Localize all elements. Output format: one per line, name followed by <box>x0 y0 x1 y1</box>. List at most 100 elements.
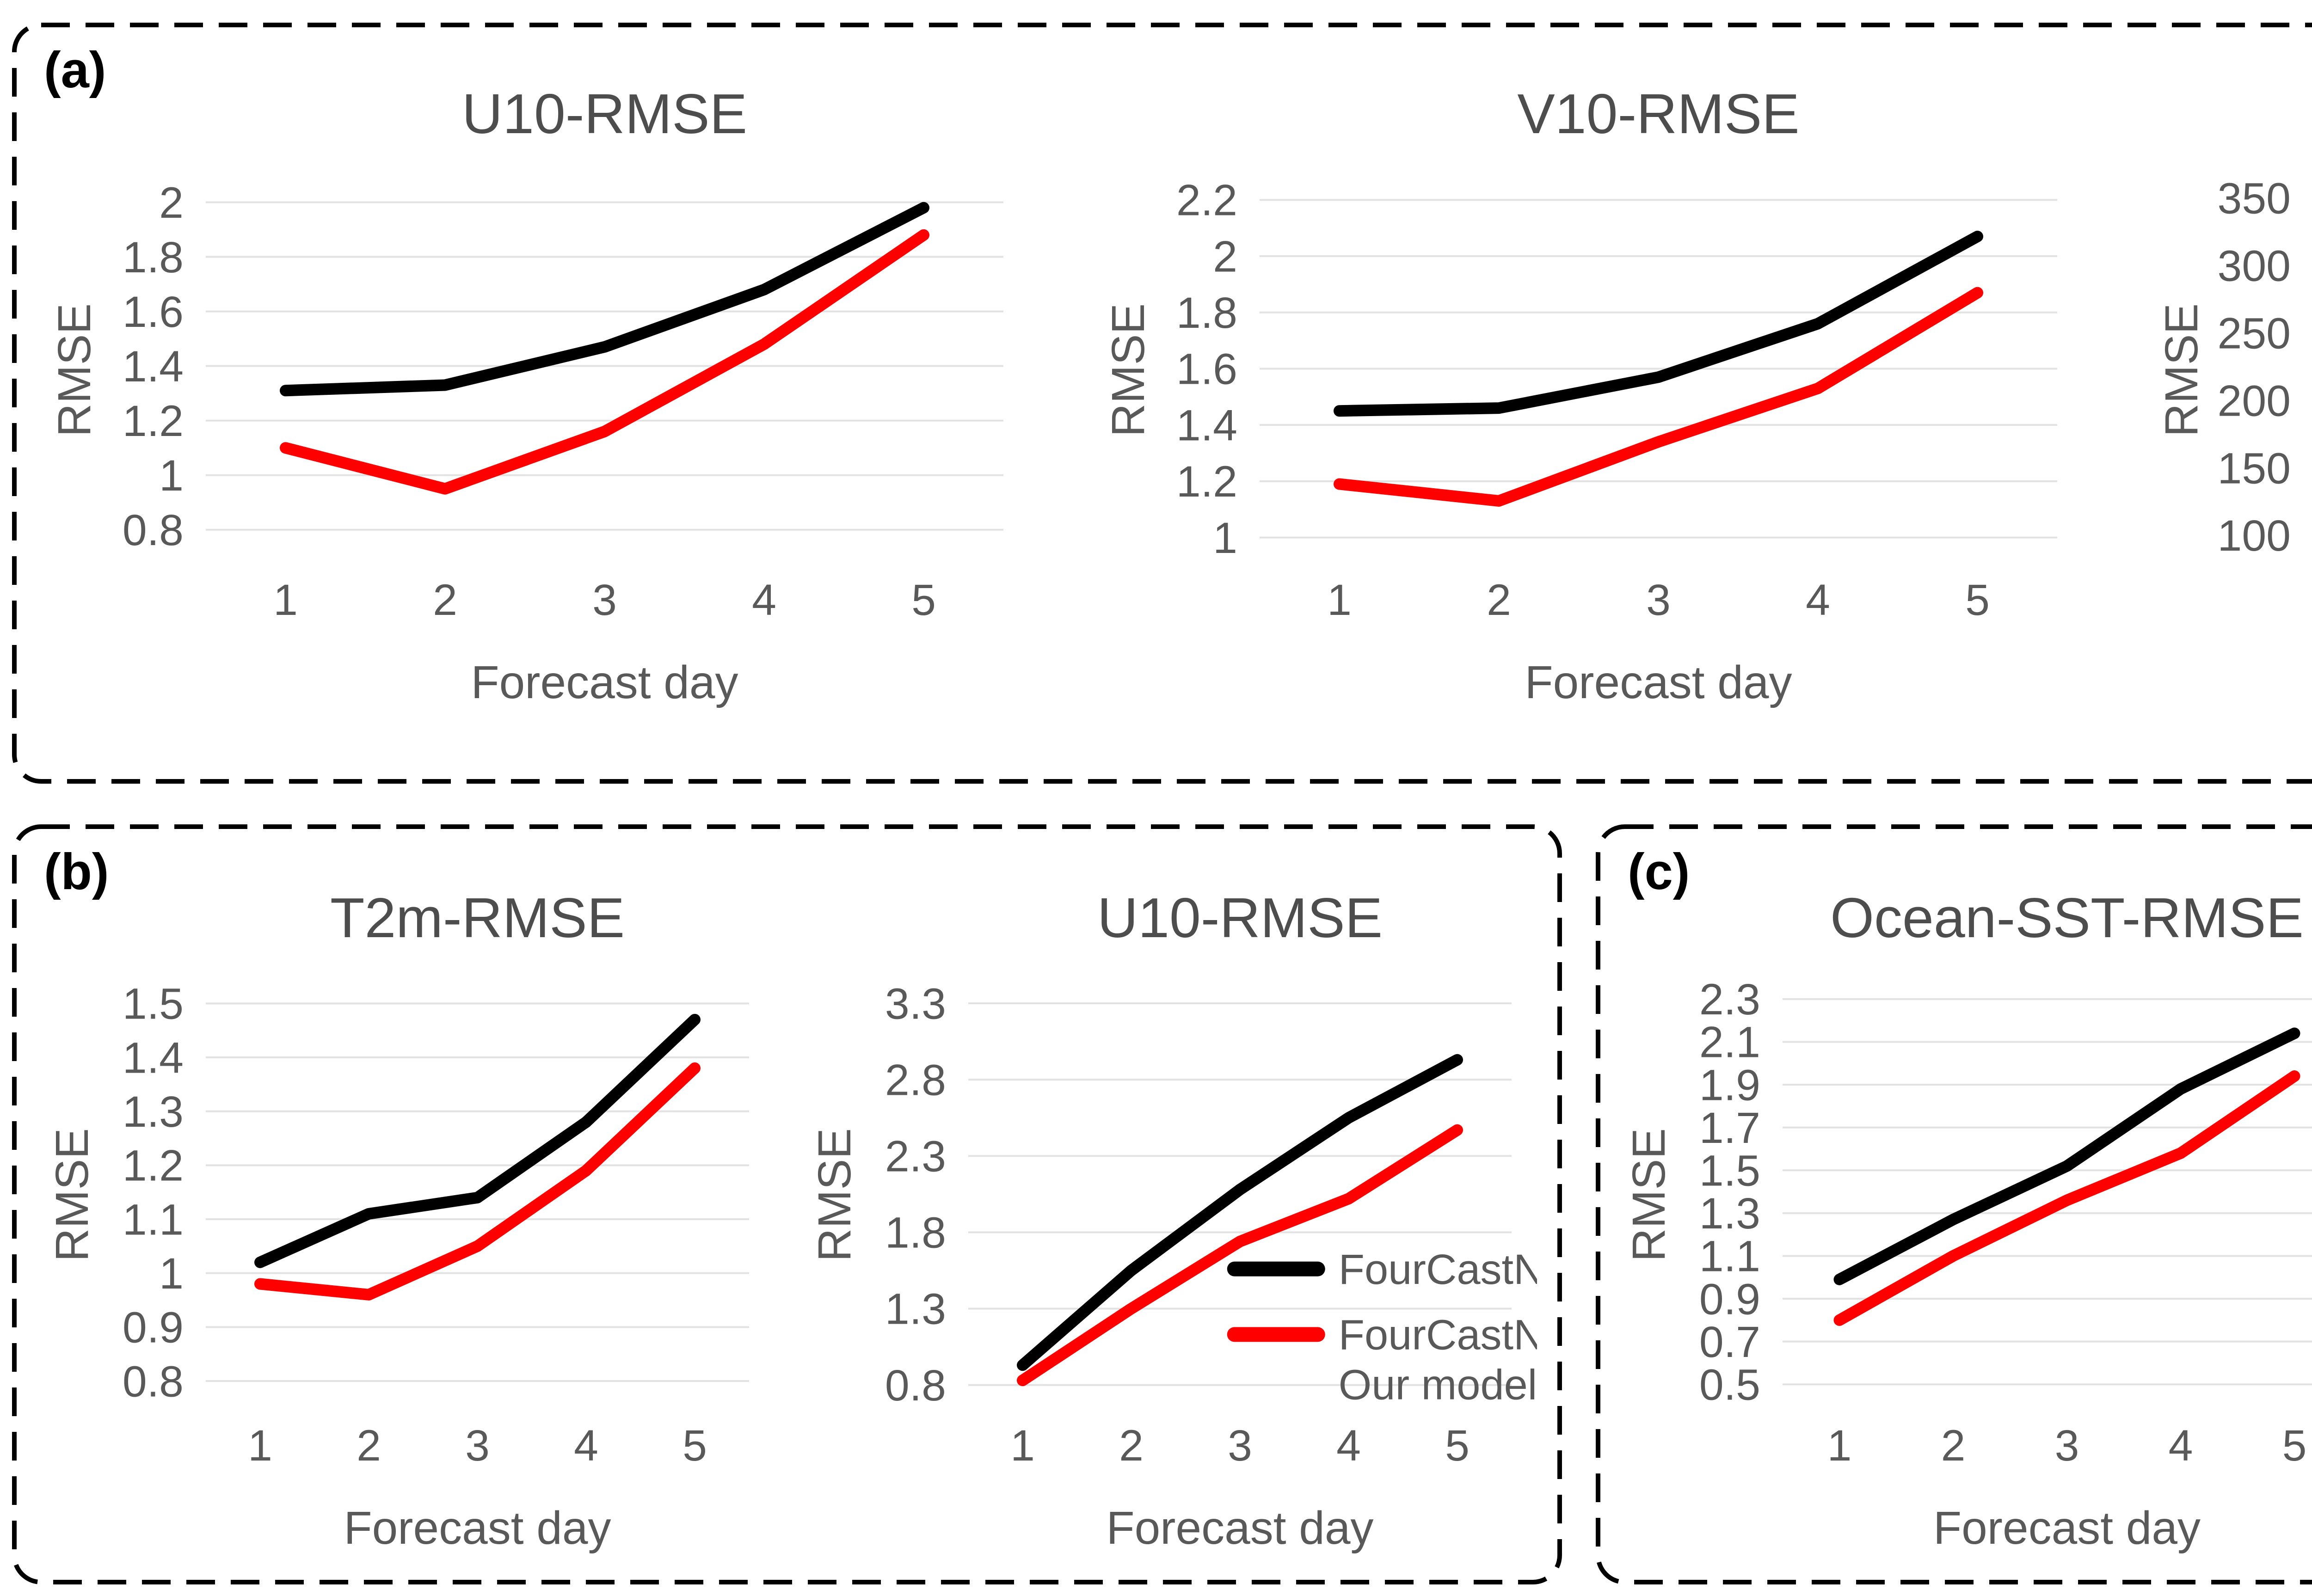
y-tick-label: 1.3 <box>123 1087 184 1136</box>
y-tick-label: 2.1 <box>1699 1018 1760 1067</box>
y-tick-label: 1.2 <box>1176 457 1237 506</box>
y-tick-label: 150 <box>2217 444 2291 493</box>
series-line-black <box>280 202 929 397</box>
y-tick-label: 0.7 <box>1699 1318 1760 1367</box>
y-axis-label: RMSE <box>809 1128 861 1262</box>
x-tick-label: 1 <box>1010 1421 1035 1470</box>
y-axis-label: RMSE <box>49 303 100 437</box>
y-tick-label: 1 <box>1213 514 1237 563</box>
legend-label: Our model <box>1339 1362 1537 1409</box>
y-tick-label: 0.8 <box>123 1357 184 1406</box>
y-tick-label: 0.8 <box>885 1361 946 1410</box>
y-tick-label: 1.8 <box>885 1209 946 1258</box>
panel-a-label: (a) <box>44 42 106 98</box>
x-tick-label: 2 <box>1941 1421 1966 1470</box>
x-tick-label: 5 <box>683 1421 707 1470</box>
y-axis-label: RMSE <box>1102 303 1154 437</box>
x-tick-label: 4 <box>574 1421 598 1470</box>
series-line-black <box>1017 1054 1463 1371</box>
x-tick-label: 2 <box>433 576 457 625</box>
y-tick-label: 3.3 <box>885 979 946 1028</box>
y-axis-label: RMSE <box>1623 1128 1675 1262</box>
x-tick-label: 1 <box>248 1421 272 1470</box>
y-tick-label: 1.6 <box>123 288 184 337</box>
y-tick-label: 2.2 <box>1176 176 1237 225</box>
y-tick-label: 1.3 <box>885 1285 946 1334</box>
series-line-red <box>254 1062 701 1301</box>
y-axis-label: RMSE <box>2156 303 2207 437</box>
panel-c-charts-row: 0.5 0.7 0.9 1.1 1.3 1.5 1.7 1.9 2.1 2.3 1 2 3 4 5 Ocean… <box>1595 824 2312 1575</box>
y-tick-label: 1 <box>159 451 184 500</box>
x-tick-label: 3 <box>592 576 617 625</box>
series-line-red <box>1833 1070 2300 1326</box>
y-tick-label: 1.6 <box>1176 345 1237 394</box>
series-line-black <box>1333 230 1983 417</box>
x-tick-label: 2 <box>1487 576 1511 625</box>
series-line-red <box>1333 287 1983 507</box>
y-tick-label: 0.9 <box>1699 1275 1760 1324</box>
y-tick-label: 1.1 <box>1699 1232 1760 1281</box>
panel-b-label: (b) <box>44 843 109 900</box>
panel-a: (a) 0.8 1 1.2 1.4 1.6 1.8 2 1 2 3 4 5 U10-RMSE Foreca… <box>12 22 2312 784</box>
y-tick-label: 350 <box>2217 174 2291 223</box>
y-tick-label: 100 <box>2217 511 2291 560</box>
chart-title: U10-RMSE <box>462 82 747 145</box>
y-tick-label: 1.3 <box>1699 1189 1760 1238</box>
x-tick-label: 4 <box>2169 1421 2193 1470</box>
panel-c: (c) 0.5 0.7 0.9 1.1 1.3 1.5 1.7 1.9 2.1 2.3 1 2 3 4 5 O… <box>1595 824 2312 1585</box>
y-tick-label: 1.8 <box>1176 289 1237 338</box>
legend-label: FourCastNet+ <box>1339 1312 1537 1359</box>
x-tick-label: 3 <box>2055 1421 2079 1470</box>
x-tick-label: 1 <box>1327 576 1352 625</box>
chart-title: U10-RMSE <box>1097 886 1383 949</box>
x-tick-label: 4 <box>1806 576 1830 625</box>
y-tick-label: 1.7 <box>1699 1104 1760 1153</box>
chart-title: T2m-RMSE <box>330 886 625 949</box>
panel-c-label: (c) <box>1628 843 1690 900</box>
y-tick-label: 1.5 <box>123 980 184 1029</box>
x-tick-label: 4 <box>752 576 776 625</box>
y-tick-label: 2.3 <box>885 1132 946 1181</box>
y-tick-label: 1.1 <box>123 1195 184 1244</box>
x-axis-label: Forecast day <box>344 1502 611 1554</box>
y-axis-label: RMSE <box>46 1128 98 1262</box>
x-axis-label: Forecast day <box>1525 657 1792 708</box>
series-line-red <box>1017 1124 1463 1387</box>
y-tick-label: 1.4 <box>123 342 184 391</box>
x-tick-label: 2 <box>1119 1421 1144 1470</box>
x-tick-label: 1 <box>273 576 298 625</box>
y-tick-label: 300 <box>2217 242 2291 291</box>
chart-slp-rmse-a: 10015020025030035012345SLP-RMSEForecast … <box>2156 174 2291 561</box>
x-tick-label: 3 <box>465 1421 490 1470</box>
y-tick-label: 1.5 <box>1699 1147 1760 1196</box>
x-tick-label: 1 <box>1827 1421 1852 1470</box>
y-tick-label: 1.2 <box>123 1142 184 1191</box>
chart-v10-rmse-a: 1 1.2 1.4 1.6 1.8 2 2.2 1 2 3 4 5 V10-RMSE Forecast d… <box>1102 82 2057 708</box>
chart-title: Ocean-SST-RMSE <box>1830 886 2304 949</box>
chart-t2m-rmse-b: 0.8 0.9 1 1.11.2 1.3 1.41.5 1 2 3 4 5 T2m-RMSE Forec… <box>46 886 749 1554</box>
chart-u10-rmse-b: 0.8 1.3 1.8 2.3 2.8 3.3 1 2 3 4 5 U10-RMSE Forecast … <box>809 886 1537 1554</box>
chart-ocean-sst-rmse-c: 0.50.70.91.11.31.51.71.92.12.3 1 2 3 4 5 Ocean… <box>1623 886 2312 1554</box>
panel-b: (b) 0.8 0.9 1 1.1 1.2 1.3 1.4 1.5 1 2 3 4 5 T2m-RMSE F… <box>12 824 1562 1585</box>
x-tick-label: 5 <box>911 576 936 625</box>
x-tick-label: 5 <box>1445 1421 1470 1470</box>
y-tick-label: 250 <box>2217 309 2291 358</box>
panel-b-charts-row: 0.8 0.9 1 1.1 1.2 1.3 1.4 1.5 1 2 3 4 5 T2m-RMSE Forec… <box>12 824 1562 1575</box>
y-tick-label: 0.8 <box>123 506 184 555</box>
y-tick-label: 0.5 <box>1699 1360 1760 1409</box>
y-tick-label: 2 <box>159 178 184 227</box>
series-line-red <box>280 229 929 495</box>
series-line-black <box>1833 1027 2300 1285</box>
y-tick-label: 1.8 <box>123 233 184 282</box>
y-tick-label: 1.4 <box>1176 401 1237 450</box>
x-tick-label: 2 <box>357 1421 381 1470</box>
x-axis-label: Forecast day <box>1933 1502 2201 1554</box>
x-tick-label: 5 <box>1965 576 1990 625</box>
chart-u10-rmse-a: 0.8 1 1.2 1.4 1.6 1.8 2 1 2 3 4 5 U10-RMSE Forecast d… <box>49 82 1003 708</box>
y-tick-label: 0.9 <box>123 1303 184 1352</box>
x-tick-label: 5 <box>2282 1421 2307 1470</box>
y-tick-label: 1.2 <box>123 397 184 446</box>
y-tick-label: 1 <box>159 1249 184 1298</box>
series-line-black <box>254 1013 701 1268</box>
chart-title: V10-RMSE <box>1517 82 1799 145</box>
